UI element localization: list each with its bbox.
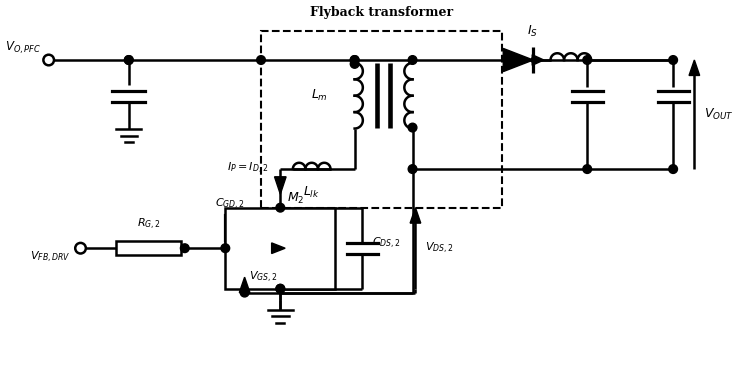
Polygon shape: [503, 48, 533, 71]
Circle shape: [351, 56, 359, 64]
Bar: [261, 31, 503, 208]
Text: $V_{FB,DRV}$: $V_{FB,DRV}$: [30, 250, 71, 265]
Text: $V_{DS,2}$: $V_{DS,2}$: [425, 241, 454, 256]
Polygon shape: [689, 60, 700, 76]
Circle shape: [276, 284, 285, 293]
Text: $V_{OUT}$: $V_{OUT}$: [704, 107, 734, 122]
Text: $I_P=I_{D,2}$: $I_P=I_{D,2}$: [227, 161, 269, 176]
Circle shape: [257, 56, 266, 64]
Circle shape: [583, 165, 592, 174]
Text: $C_{GD,2}$: $C_{GD,2}$: [215, 197, 245, 212]
Circle shape: [241, 288, 249, 297]
Text: $I_S$: $I_S$: [527, 24, 538, 39]
Text: $L_m$: $L_m$: [311, 88, 328, 103]
Circle shape: [125, 56, 133, 64]
Circle shape: [669, 56, 677, 64]
Bar: [225, 208, 335, 289]
Text: $L_{lk}$: $L_{lk}$: [303, 184, 320, 200]
Circle shape: [75, 243, 86, 254]
Text: $C_{DS,2}$: $C_{DS,2}$: [372, 236, 401, 251]
Text: $V_{GS,2}$: $V_{GS,2}$: [249, 270, 278, 285]
Circle shape: [180, 244, 189, 253]
Polygon shape: [272, 243, 285, 254]
Circle shape: [351, 56, 359, 64]
Circle shape: [276, 284, 285, 293]
Polygon shape: [410, 208, 421, 223]
Circle shape: [351, 59, 359, 68]
Text: $R_{G,2}$: $R_{G,2}$: [137, 217, 161, 232]
Text: Flyback transformer: Flyback transformer: [310, 6, 453, 20]
Circle shape: [669, 165, 677, 174]
Polygon shape: [532, 55, 544, 65]
Circle shape: [408, 165, 417, 174]
Circle shape: [44, 55, 54, 65]
Circle shape: [583, 56, 592, 64]
Circle shape: [276, 203, 285, 212]
Bar: [117, 242, 181, 255]
Polygon shape: [275, 177, 286, 194]
Circle shape: [408, 56, 417, 64]
Circle shape: [125, 56, 133, 64]
Circle shape: [531, 57, 537, 63]
Circle shape: [408, 123, 417, 132]
Text: $M_2$: $M_2$: [287, 191, 305, 206]
Text: $V_{O,PFC}$: $V_{O,PFC}$: [5, 40, 41, 56]
Circle shape: [221, 244, 230, 253]
Polygon shape: [239, 277, 250, 293]
